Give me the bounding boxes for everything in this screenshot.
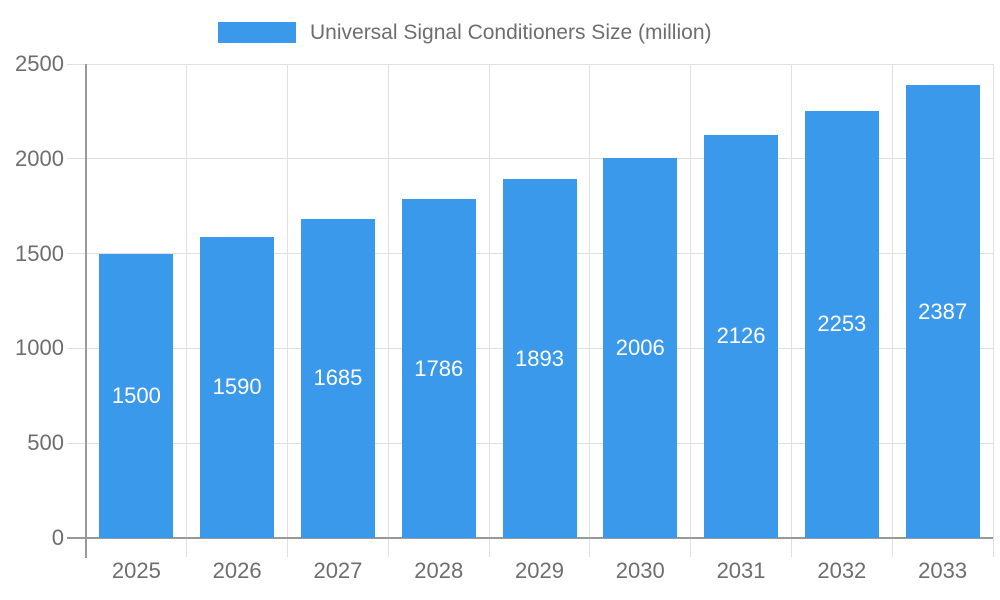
x-tick [186,538,188,557]
x-tick [387,538,389,557]
bar-value-label: 1500 [111,382,161,408]
x-tick-label-2033: 2033 [918,558,968,583]
bar-value-label: 1590 [212,374,262,400]
x-tick [488,538,490,557]
bar-value-label: 2006 [615,334,665,360]
x-tick-label-2032: 2032 [817,558,867,583]
x-gridline [488,64,490,538]
bar-2025[interactable]: 1500 [99,253,174,538]
bar-2033[interactable]: 2387 [905,85,980,538]
y-tick-label: 2000 [15,145,64,171]
x-tick [287,538,289,557]
x-gridline [891,64,893,538]
x-tick-label-2025: 2025 [111,558,161,583]
x-tick [992,538,994,557]
x-gridline [287,64,289,538]
y-tick-label: 0 [51,525,64,550]
bar-2030[interactable]: 2006 [603,157,678,538]
x-tick [589,538,591,557]
y-gridline [67,63,993,65]
chart-legend[interactable]: Universal Signal Conditioners Size (mill… [218,21,712,44]
y-tick-label: 1000 [15,335,64,361]
x-tick [690,538,692,557]
legend-swatch[interactable] [218,22,296,43]
bar-value-label: 2126 [716,323,766,349]
bar-2027[interactable]: 1685 [300,218,375,538]
x-gridline [387,64,389,538]
bar-value-label: 1893 [515,345,564,371]
bar-2032[interactable]: 2253 [804,110,879,538]
x-gridline [589,64,591,538]
x-tick-label-2028: 2028 [414,558,464,583]
x-tick-label-2029: 2029 [515,558,564,583]
x-tick-label-2027: 2027 [313,558,363,583]
y-tick-label: 1500 [15,240,64,266]
x-gridline [186,64,188,538]
bar-2029[interactable]: 1893 [502,179,577,538]
y-tick-label: 500 [27,430,64,456]
y-axis-line [85,64,87,558]
x-tick-label-2031: 2031 [716,558,766,583]
x-gridline [690,64,692,538]
x-tick-label-2026: 2026 [212,558,262,583]
bar-value-label: 2253 [817,311,867,337]
bar-2028[interactable]: 1786 [401,199,476,538]
legend-label[interactable]: Universal Signal Conditioners Size (mill… [310,20,712,44]
x-tick [891,538,893,557]
y-gridline [67,158,993,160]
x-gridline [992,64,994,538]
bar-2026[interactable]: 1590 [200,236,275,538]
bar-value-label: 1685 [313,365,363,391]
x-tick [790,538,792,557]
x-gridline [790,64,792,538]
y-tick-label: 2500 [15,51,64,76]
x-axis-line [67,537,993,539]
x-tick-label-2030: 2030 [615,558,665,583]
bar-value-label: 1786 [414,355,464,381]
bar-2031[interactable]: 2126 [704,134,779,538]
bar-value-label: 2387 [918,298,968,324]
